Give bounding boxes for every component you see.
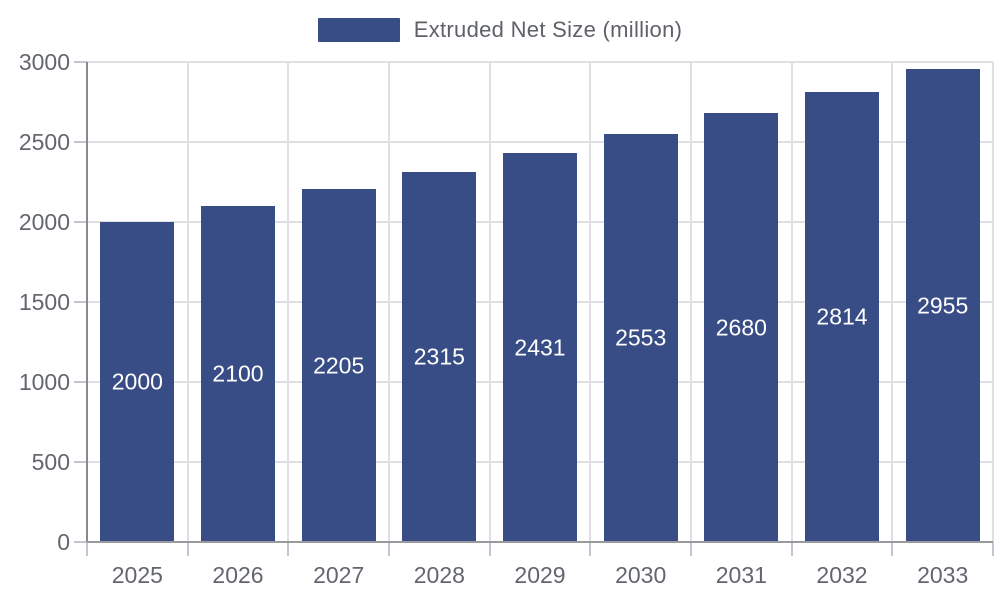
grid-line-v — [589, 62, 592, 542]
bar-value-label: 2000 — [111, 368, 163, 395]
bar-value-label: 2431 — [514, 334, 566, 361]
x-tick-label: 2026 — [212, 562, 264, 588]
grid-line-v — [388, 62, 390, 542]
grid-line-v — [488, 62, 491, 542]
x-tick-label: 2025 — [111, 562, 163, 588]
x-tick-label: 2028 — [413, 562, 465, 588]
y-tick — [74, 221, 87, 223]
grid-line-v — [287, 62, 290, 542]
bar — [301, 189, 376, 541]
y-tick-label: 1500 — [18, 289, 70, 315]
bar — [603, 133, 678, 541]
grid-line-h — [87, 61, 993, 63]
x-tick-label: 2027 — [313, 562, 365, 588]
x-tick-label: 2031 — [715, 562, 767, 588]
y-tick-label: 1000 — [18, 369, 70, 395]
x-tick — [287, 542, 290, 556]
y-tick-label: 0 — [57, 529, 70, 555]
bar-value-label: 2205 — [313, 352, 365, 379]
bar — [503, 153, 577, 541]
legend-swatch — [317, 18, 400, 42]
y-axis-line — [86, 62, 88, 542]
grid-line-h — [87, 141, 993, 143]
y-tick — [74, 381, 87, 383]
bar — [805, 91, 879, 541]
x-tick-label: 2033 — [917, 562, 969, 588]
x-tick — [790, 542, 793, 556]
bar — [201, 206, 275, 541]
x-axis-line — [87, 541, 993, 543]
bar-value-label: 2553 — [615, 324, 667, 351]
bar-value-label: 2955 — [917, 292, 969, 319]
bar-value-label: 2814 — [816, 303, 868, 330]
grid-line-v — [186, 62, 189, 542]
y-tick-label: 2000 — [18, 209, 70, 235]
bar — [402, 171, 477, 541]
chart-legend: Extruded Net Size (million) — [0, 17, 1000, 43]
x-tick — [992, 542, 994, 556]
legend-label: Extruded Net Size (million) — [413, 17, 683, 42]
y-tick — [74, 61, 87, 63]
y-tick-label: 2500 — [18, 129, 70, 155]
x-tick — [86, 542, 88, 556]
grid-line-v — [790, 62, 793, 542]
x-tick-label: 2030 — [615, 562, 667, 588]
y-tick — [74, 301, 87, 303]
bar-value-label: 2100 — [212, 360, 264, 387]
bar — [905, 69, 980, 541]
x-tick-label: 2029 — [514, 562, 566, 588]
x-tick — [589, 542, 592, 556]
x-tick — [186, 542, 189, 556]
x-tick — [388, 542, 390, 556]
bar-value-label: 2680 — [715, 314, 767, 341]
grid-line-v — [690, 62, 692, 542]
grid-line-v — [992, 62, 994, 542]
x-tick — [690, 542, 692, 556]
x-tick — [891, 542, 894, 556]
grid-line-v — [891, 62, 894, 542]
y-tick — [74, 461, 87, 463]
y-tick-label: 500 — [31, 449, 70, 475]
y-tick — [74, 141, 87, 143]
bar-value-label: 2315 — [413, 343, 465, 370]
bar — [100, 222, 175, 541]
x-tick-label: 2032 — [816, 562, 868, 588]
y-tick — [74, 541, 87, 543]
x-tick — [488, 542, 491, 556]
y-tick-label: 3000 — [18, 49, 70, 75]
bar — [704, 113, 779, 541]
